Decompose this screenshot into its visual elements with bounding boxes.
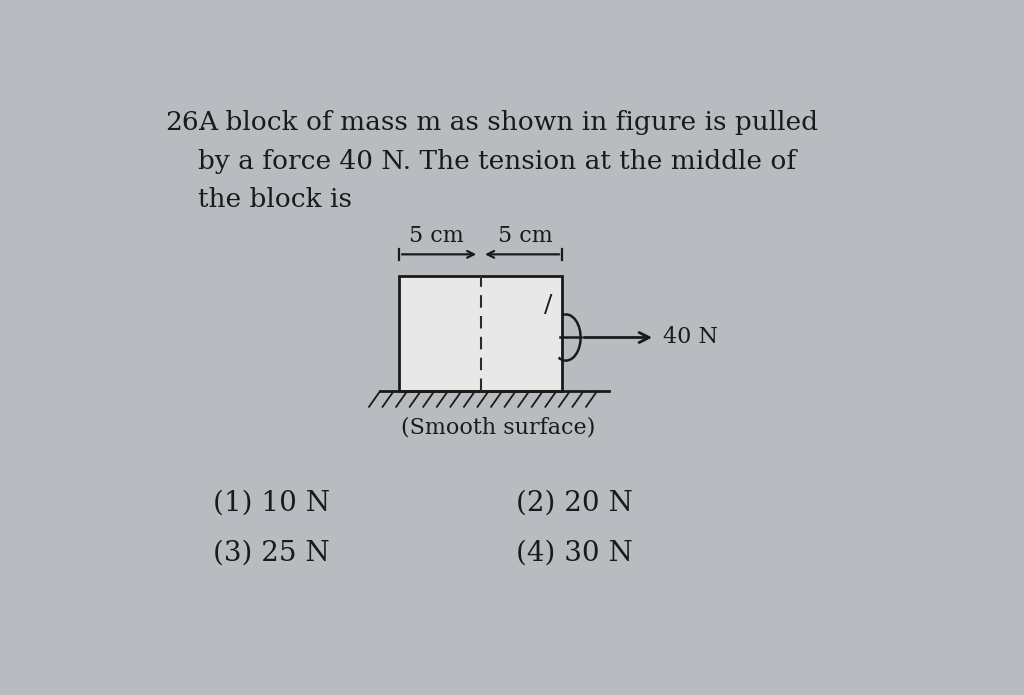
Text: 26.: 26. (165, 111, 207, 136)
Text: 5 cm: 5 cm (498, 224, 553, 247)
Text: (1) 10 N: (1) 10 N (213, 489, 331, 516)
Text: (2) 20 N: (2) 20 N (515, 489, 633, 516)
Bar (399, 276, 562, 391)
Text: (3) 25 N: (3) 25 N (213, 539, 330, 566)
Text: A block of mass m as shown in figure is pulled: A block of mass m as shown in figure is … (198, 111, 818, 136)
Text: the block is: the block is (198, 188, 352, 213)
Text: /: / (544, 294, 552, 317)
Text: by a force 40 N. The tension at the middle of: by a force 40 N. The tension at the midd… (198, 149, 796, 174)
Text: (4) 30 N: (4) 30 N (515, 539, 633, 566)
Text: 40 N: 40 N (663, 327, 718, 348)
Text: (Smooth surface): (Smooth surface) (400, 416, 595, 438)
Text: 5 cm: 5 cm (409, 224, 464, 247)
